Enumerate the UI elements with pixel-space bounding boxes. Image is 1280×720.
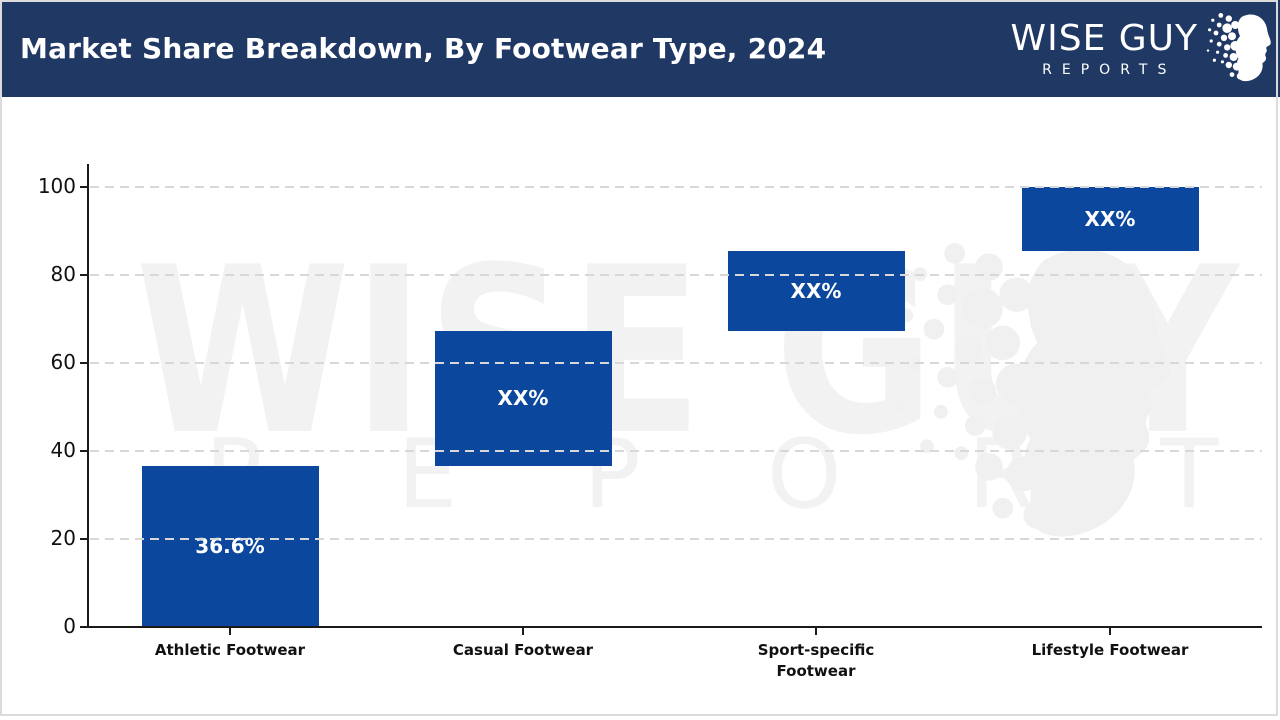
brand-logo-text: WISE GUY REPORTS: [1011, 19, 1199, 79]
y-tick-mark: [80, 274, 87, 276]
brand-logo-head-icon: [1206, 13, 1271, 82]
y-tick-mark: [80, 450, 87, 452]
y-axis-line: [87, 164, 89, 628]
plot-area: 0 20 40 60 80 100 36.6% Athletic Footwear XX% Cas…: [0, 97, 1280, 717]
bar: XX%: [727, 251, 905, 331]
y-tick-label: 0: [63, 614, 76, 638]
y-gridline: [90, 450, 1262, 452]
bar-value-label: XX%: [790, 279, 842, 304]
x-tick-mark: [522, 628, 524, 635]
y-tick-mark: [80, 186, 87, 188]
x-tick-mark: [815, 628, 817, 635]
y-tick-label: 60: [50, 350, 76, 374]
y-gridline: [90, 274, 1262, 276]
y-tick-mark: [80, 362, 87, 364]
x-tick-mark: [1109, 628, 1111, 635]
x-category-label: Athletic Footwear: [154, 641, 306, 659]
bar: XX%: [1021, 187, 1199, 252]
page-title: Market Share Breakdown, By Footwear Type…: [20, 32, 827, 65]
brand-logo-reports-label: REPORTS: [1042, 62, 1177, 78]
y-tick-label: 100: [37, 174, 76, 198]
x-axis-line: [87, 626, 1262, 628]
y-tick-label: 40: [50, 438, 76, 462]
bar-value-label: XX%: [497, 386, 549, 411]
brand-logo-wiseguy-label: WISE GUY: [1010, 18, 1198, 59]
y-tick-label: 80: [50, 262, 76, 286]
bar: 36.6%: [141, 465, 319, 627]
header-bar: Market Share Breakdown, By Footwear Type…: [0, 0, 1280, 97]
x-category-label: Casual Footwear: [452, 641, 594, 659]
x-category-label: Lifestyle Footwear: [1031, 641, 1189, 659]
bar: XX%: [434, 330, 612, 466]
brand-logo: WISE GUY REPORTS: [1011, 6, 1273, 92]
x-tick-mark: [229, 628, 231, 635]
y-gridline: [90, 186, 1262, 188]
y-tick-mark: [80, 538, 87, 540]
bar-value-label: XX%: [1084, 207, 1136, 232]
watermark-head-icon: [894, 243, 1170, 537]
x-category-label: Sport-specific Footwear: [757, 641, 875, 680]
y-gridline: [90, 362, 1262, 364]
y-gridline: [90, 538, 1262, 540]
y-tick-mark: [80, 626, 87, 628]
y-tick-label: 20: [50, 526, 76, 550]
